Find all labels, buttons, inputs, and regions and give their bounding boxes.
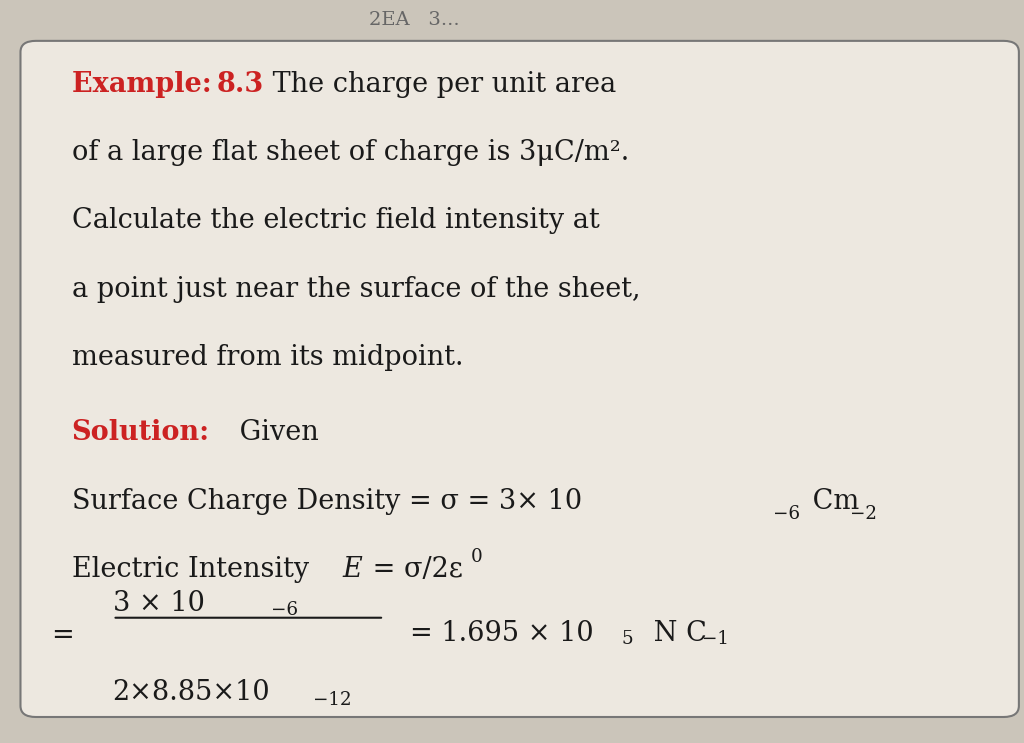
- FancyBboxPatch shape: [20, 41, 1019, 717]
- Text: −12: −12: [313, 691, 352, 710]
- Text: = σ/2ε: = σ/2ε: [364, 556, 463, 583]
- Text: 2EA   3...: 2EA 3...: [369, 11, 460, 29]
- Text: Given: Given: [231, 419, 319, 447]
- Text: = 1.695 × 10: = 1.695 × 10: [410, 620, 593, 647]
- Text: =: =: [51, 622, 74, 649]
- Text: 2×8.85×10: 2×8.85×10: [113, 679, 270, 707]
- Text: 8.3: 8.3: [217, 71, 264, 97]
- Text: Example:: Example:: [72, 71, 221, 97]
- Text: 3 × 10: 3 × 10: [113, 590, 205, 617]
- Text: −6: −6: [773, 505, 800, 523]
- Text: The charge per unit area: The charge per unit area: [264, 71, 616, 97]
- Text: Electric Intensity: Electric Intensity: [72, 556, 317, 583]
- Text: Surface Charge Density = σ = 3× 10: Surface Charge Density = σ = 3× 10: [72, 487, 582, 515]
- Text: −1: −1: [702, 630, 729, 649]
- Text: Solution:: Solution:: [72, 419, 210, 447]
- Text: Cm: Cm: [804, 487, 859, 515]
- Text: 0: 0: [471, 548, 482, 566]
- Text: −2: −2: [850, 505, 877, 523]
- Text: of a large flat sheet of charge is 3μC/m².: of a large flat sheet of charge is 3μC/m…: [72, 139, 629, 166]
- Text: measured from its midpoint.: measured from its midpoint.: [72, 344, 463, 371]
- Text: N C: N C: [645, 620, 707, 647]
- Text: Calculate the electric field intensity at: Calculate the electric field intensity a…: [72, 207, 599, 234]
- Text: 5: 5: [622, 630, 633, 649]
- Text: E: E: [342, 556, 361, 583]
- Text: a point just near the surface of the sheet,: a point just near the surface of the she…: [72, 276, 640, 302]
- Text: −6: −6: [271, 600, 298, 619]
